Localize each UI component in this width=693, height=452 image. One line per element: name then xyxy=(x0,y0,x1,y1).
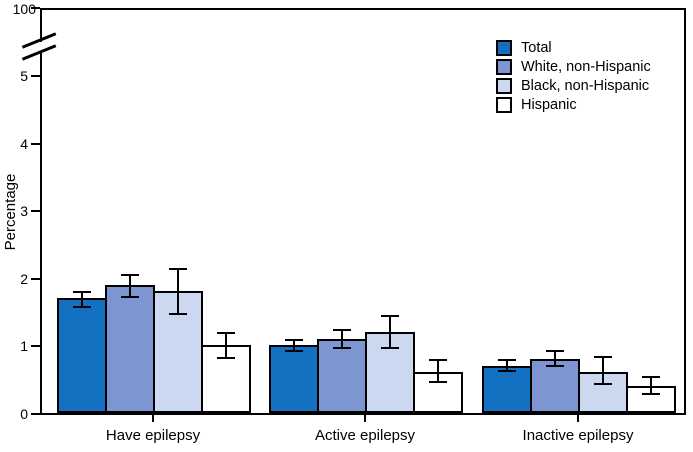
y-axis-tick xyxy=(31,413,40,415)
y-axis-tick-label: 0 xyxy=(20,406,28,422)
legend-label: Black, non-Hispanic xyxy=(521,78,650,94)
legend-item-3: Hispanic xyxy=(496,97,651,113)
bar-have-epilepsy-3 xyxy=(201,345,251,413)
y-axis-tick-label: 3 xyxy=(20,203,28,219)
legend-swatch xyxy=(496,97,512,113)
y-axis-tick xyxy=(31,7,40,9)
legend-item-1: White, non-Hispanic xyxy=(496,59,651,75)
error-bar-line xyxy=(225,331,227,359)
error-bar-cap-top xyxy=(73,291,91,294)
legend-label: Total xyxy=(521,40,552,56)
error-bar-cap-bottom xyxy=(169,312,187,315)
error-bar-cap-bottom xyxy=(121,296,139,299)
bar-inactive-epilepsy-2 xyxy=(578,372,628,413)
legend-label: Hispanic xyxy=(521,97,577,113)
y-axis-tick xyxy=(31,143,40,145)
error-bar-line xyxy=(341,328,343,349)
error-bar-cap-bottom xyxy=(498,370,516,373)
axis-break-gap xyxy=(37,42,45,53)
error-bar-cap-top xyxy=(642,375,660,378)
legend-item-2: Black, non-Hispanic xyxy=(496,78,651,94)
x-axis-category-label: Have epilepsy xyxy=(105,427,201,444)
error-bar-cap-top xyxy=(333,328,351,331)
y-axis-top-label: 100 xyxy=(12,1,36,17)
bar-active-epilepsy-0 xyxy=(269,345,319,413)
error-bar-cap-bottom xyxy=(73,306,91,309)
legend-label: White, non-Hispanic xyxy=(521,59,651,75)
x-axis-tick xyxy=(152,415,154,422)
bar-have-epilepsy-0 xyxy=(57,298,107,413)
plot-area xyxy=(40,8,686,415)
error-bar-line xyxy=(81,291,83,309)
error-bar-line xyxy=(602,355,604,385)
error-bar-cap-top xyxy=(498,358,516,361)
error-bar-cap-top xyxy=(546,350,564,353)
bar-inactive-epilepsy-0 xyxy=(482,366,532,413)
legend-swatch xyxy=(496,40,512,56)
x-axis-tick xyxy=(577,415,579,422)
error-bar-line xyxy=(177,267,179,315)
error-bar-cap-top xyxy=(121,274,139,277)
error-bar-line xyxy=(554,350,556,368)
error-bar-line xyxy=(437,358,439,383)
error-bar-line xyxy=(650,375,652,395)
y-axis-tick-label: 2 xyxy=(20,271,28,287)
error-bar-cap-bottom xyxy=(217,356,235,359)
x-axis-category-label: Active epilepsy xyxy=(314,427,416,444)
error-bar-line xyxy=(506,358,508,373)
x-axis-tick xyxy=(364,415,366,422)
bar-have-epilepsy-1 xyxy=(105,285,155,413)
error-bar-cap-top xyxy=(217,331,235,334)
error-bar-cap-bottom xyxy=(333,346,351,349)
error-bar-cap-top xyxy=(381,314,399,317)
legend-swatch xyxy=(496,78,512,94)
y-axis-tick xyxy=(31,345,40,347)
y-axis-tick-label: 4 xyxy=(20,136,28,152)
bar-inactive-epilepsy-3 xyxy=(626,386,676,413)
error-bar-cap-bottom xyxy=(546,365,564,368)
error-bar-cap-top xyxy=(169,267,187,270)
error-bar-line xyxy=(389,314,391,349)
error-bar-cap-bottom xyxy=(594,382,612,385)
y-axis-tick xyxy=(31,210,40,212)
legend: Total White, non-Hispanic Black, non-Hispa… xyxy=(496,40,651,113)
error-bar-cap-bottom xyxy=(285,350,303,353)
legend-item-0: Total xyxy=(496,40,651,56)
legend-swatch xyxy=(496,59,512,75)
error-bar-cap-top xyxy=(429,358,447,361)
error-bar-cap-top xyxy=(594,355,612,358)
y-axis-tick xyxy=(31,278,40,280)
x-axis-category-label: Inactive epilepsy xyxy=(522,427,634,444)
bar-inactive-epilepsy-1 xyxy=(530,359,580,413)
error-bar-line xyxy=(293,338,295,353)
error-bar-cap-bottom xyxy=(381,346,399,349)
error-bar-line xyxy=(129,274,131,299)
bar-active-epilepsy-1 xyxy=(317,339,367,413)
y-axis-tick-label: 5 xyxy=(20,68,28,84)
y-axis-tick-label: 1 xyxy=(20,338,28,354)
error-bar-cap-top xyxy=(285,338,303,341)
error-bar-cap-bottom xyxy=(642,392,660,395)
error-bar-cap-bottom xyxy=(429,380,447,383)
y-axis-tick xyxy=(31,75,40,77)
